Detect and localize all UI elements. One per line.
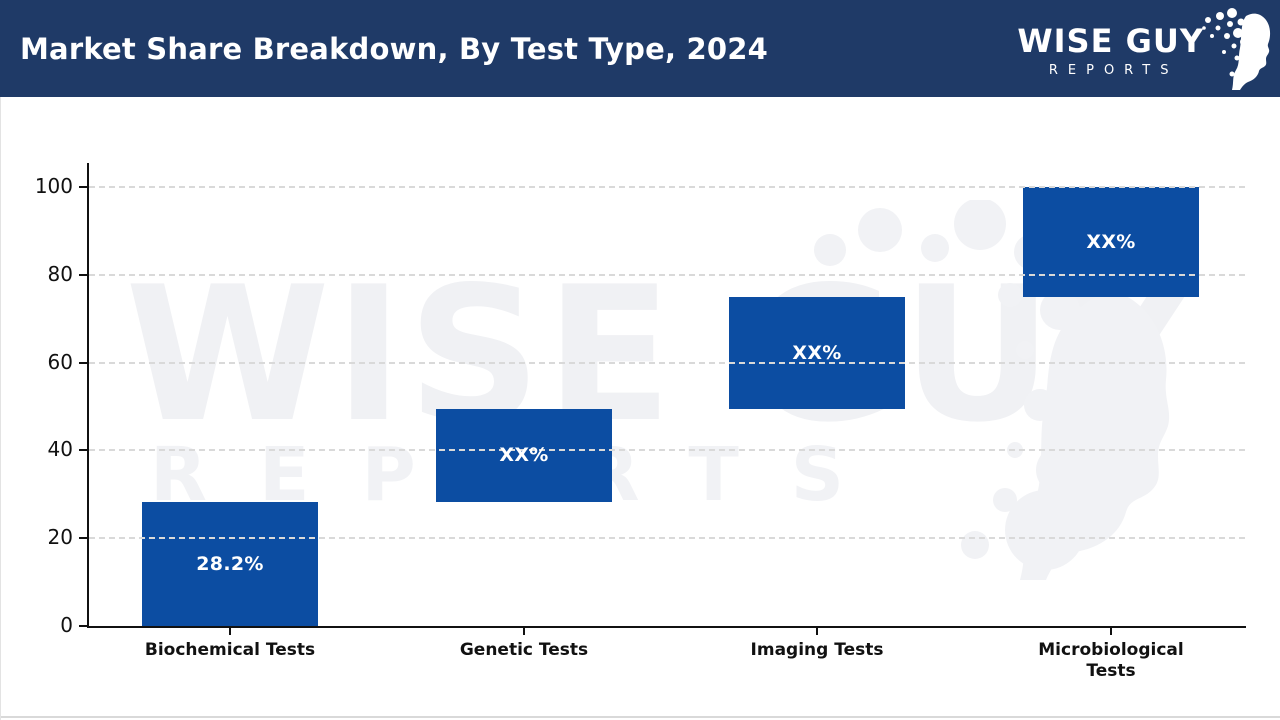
bar-label-layer: 28.2% xyxy=(142,502,318,626)
bar-value-label: XX% xyxy=(792,341,842,364)
y-tick-label: 20 xyxy=(47,525,73,550)
header: Market Share Breakdown, By Test Type, 20… xyxy=(0,0,1280,97)
bar-1 xyxy=(142,502,318,626)
left-edge-line xyxy=(0,97,1,720)
x-tick-mark xyxy=(229,628,231,635)
y-tick-mark xyxy=(79,449,87,452)
bar-value-label: XX% xyxy=(499,444,549,467)
gridline-60 xyxy=(89,361,1245,364)
y-tick-label: 60 xyxy=(47,349,73,374)
y-tick-label: 80 xyxy=(47,261,73,286)
category-label: Biochemical Tests xyxy=(144,640,316,660)
bar-4 xyxy=(1023,187,1199,297)
y-axis-line xyxy=(87,163,89,628)
category-label: Microbiological Tests xyxy=(1038,640,1184,682)
logo-text: WISE GUY REPORTS xyxy=(1017,22,1204,78)
bar-3 xyxy=(729,296,905,409)
bottom-edge-line xyxy=(0,716,1280,718)
x-tick-mark xyxy=(1110,628,1112,635)
wise-guy-reports-logo: WISE GUY REPORTS xyxy=(1017,0,1272,97)
bar-value-label: XX% xyxy=(1086,230,1136,253)
x-axis-line xyxy=(87,626,1246,628)
x-tick-mark xyxy=(523,628,525,635)
category-label: Imaging Tests xyxy=(750,640,884,660)
x-tick-mark xyxy=(816,628,818,635)
logo-subtext: REPORTS xyxy=(1048,63,1179,78)
bar-label-layer: XX% xyxy=(729,297,905,409)
logo-wordmark: WISE GUY xyxy=(1017,22,1204,60)
bar-2 xyxy=(436,408,612,503)
gridline-20 xyxy=(89,537,1245,540)
page-title: Market Share Breakdown, By Test Type, 20… xyxy=(20,31,769,66)
category-label: Genetic Tests xyxy=(459,640,589,660)
y-tick-label: 40 xyxy=(47,437,73,462)
y-tick-mark xyxy=(79,537,87,540)
y-tick-mark xyxy=(79,361,87,364)
y-tick-label: 0 xyxy=(60,613,73,637)
y-tick-label: 100 xyxy=(34,174,73,198)
bar-label-layer: XX% xyxy=(436,409,612,503)
y-tick-mark xyxy=(79,186,87,188)
logo-face-icon xyxy=(1202,8,1271,90)
bar-value-label: 28.2% xyxy=(196,553,264,576)
gridline-80 xyxy=(89,273,1245,276)
gridline-100 xyxy=(89,186,1245,188)
y-tick-mark xyxy=(79,273,87,276)
bar-label-layer: XX% xyxy=(1023,187,1199,297)
y-tick-mark xyxy=(79,625,87,627)
gridline-40 xyxy=(89,449,1245,452)
